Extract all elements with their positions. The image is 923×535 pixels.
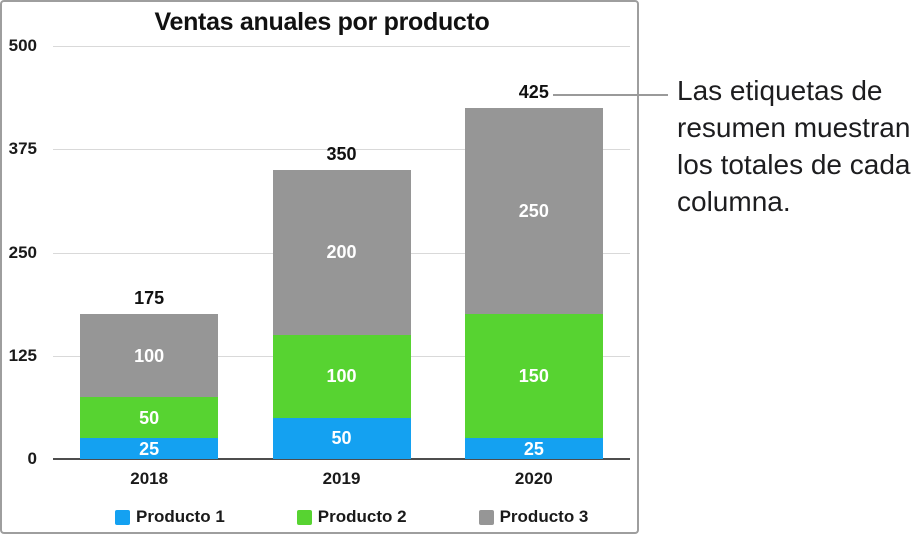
annotation-line: resumen muestran <box>677 112 911 143</box>
legend-item: Producto 3 <box>478 507 589 527</box>
bar-segment: 50 <box>272 417 411 459</box>
legend-swatch <box>478 509 494 525</box>
legend-swatch <box>115 509 130 525</box>
plot-area: 0 125 250 375 500 25 50 100 175 2018 50 100 200 350 20… <box>2 2 637 532</box>
legend-label: Producto 1 <box>136 507 225 526</box>
bar-segment-label: 250 <box>518 201 549 222</box>
annotation-line: Las etiquetas de <box>677 75 883 106</box>
bar-segment: 100 <box>272 335 411 418</box>
bar-total-label: 350 <box>326 143 357 164</box>
bar-segment-label: 200 <box>326 242 357 263</box>
bar-segment-label: 50 <box>331 428 352 449</box>
y-tick-label: 375 <box>8 139 37 159</box>
y-tick-label: 500 <box>8 36 37 55</box>
bar-total-label: 425 <box>518 81 549 102</box>
x-axis-label: 2019 <box>322 469 361 488</box>
x-axis-label: 2020 <box>514 469 553 488</box>
bar-segment: 250 <box>464 107 603 315</box>
y-tick-label: 250 <box>8 242 37 262</box>
bar-segment-label: 25 <box>139 438 160 459</box>
bar-segment-label: 50 <box>139 407 160 428</box>
chart-title: Ventas anuales por producto <box>154 8 490 36</box>
bar-segment-label: 25 <box>523 438 544 459</box>
y-tick-label: 0 <box>27 449 37 468</box>
bar-total-label: 175 <box>134 288 165 309</box>
bar-segment: 200 <box>272 169 411 336</box>
bar-segment: 50 <box>80 397 219 439</box>
bar-segment: 150 <box>464 314 603 439</box>
gridline <box>53 46 630 47</box>
bar-segment: 25 <box>464 438 603 459</box>
annotation-line: columna. <box>677 186 791 217</box>
y-tick-label: 125 <box>8 345 37 365</box>
annotation-text: Las etiquetas de resumen muestran los tota… <box>677 72 923 220</box>
legend-swatch <box>296 509 312 525</box>
chart-frame: Ventas anuales por producto 0 125 250 375 50… <box>0 0 639 534</box>
legend-label: Producto 3 <box>499 507 589 526</box>
x-axis-line <box>53 458 630 460</box>
legend: Producto 1 Producto 2 Producto 3 <box>115 507 588 527</box>
legend-item: Producto 2 <box>296 507 407 527</box>
legend-label: Producto 2 <box>317 507 407 526</box>
gridline <box>53 149 630 151</box>
callout-line <box>553 94 668 96</box>
x-axis-label: 2018 <box>130 469 169 488</box>
annotation-line: los totales de cada <box>677 149 911 180</box>
bar-segment-label: 100 <box>326 366 357 387</box>
bar-segment: 100 <box>80 314 219 398</box>
bar-segment-label: 100 <box>134 345 165 366</box>
bar-segment: 25 <box>80 438 219 459</box>
legend-item: Producto 1 <box>115 507 225 527</box>
bar-segment-label: 150 <box>518 366 549 387</box>
